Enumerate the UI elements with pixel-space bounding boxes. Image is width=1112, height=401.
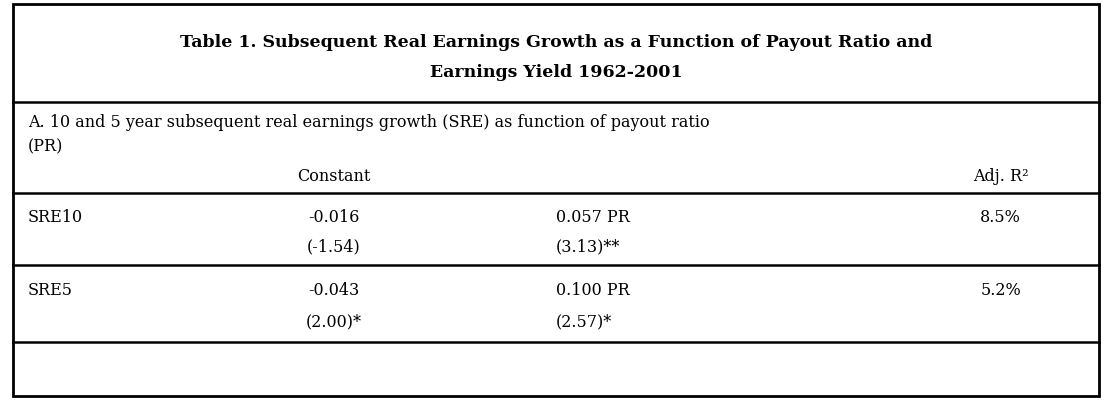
Text: Adj. R²: Adj. R² [973, 168, 1029, 185]
Text: 5.2%: 5.2% [981, 281, 1021, 298]
FancyBboxPatch shape [13, 5, 1099, 396]
Text: Earnings Yield 1962-2001: Earnings Yield 1962-2001 [429, 64, 683, 81]
Text: Constant: Constant [297, 168, 370, 185]
Text: 0.100 PR: 0.100 PR [556, 281, 629, 298]
Text: 0.057 PR: 0.057 PR [556, 208, 629, 225]
Text: (3.13)**: (3.13)** [556, 238, 620, 255]
Text: A. 10 and 5 year subsequent real earnings growth (SRE) as function of payout rat: A. 10 and 5 year subsequent real earning… [28, 114, 709, 131]
Text: (2.00)*: (2.00)* [306, 312, 361, 329]
Text: -0.016: -0.016 [308, 208, 359, 225]
Text: SRE10: SRE10 [28, 208, 83, 225]
Text: Table 1. Subsequent Real Earnings Growth as a Function of Payout Ratio and: Table 1. Subsequent Real Earnings Growth… [180, 34, 932, 51]
Text: (-1.54): (-1.54) [307, 238, 360, 255]
Text: (2.57)*: (2.57)* [556, 312, 613, 329]
Text: 8.5%: 8.5% [981, 208, 1021, 225]
Text: (PR): (PR) [28, 138, 63, 155]
Text: -0.043: -0.043 [308, 281, 359, 298]
Text: SRE5: SRE5 [28, 281, 72, 298]
